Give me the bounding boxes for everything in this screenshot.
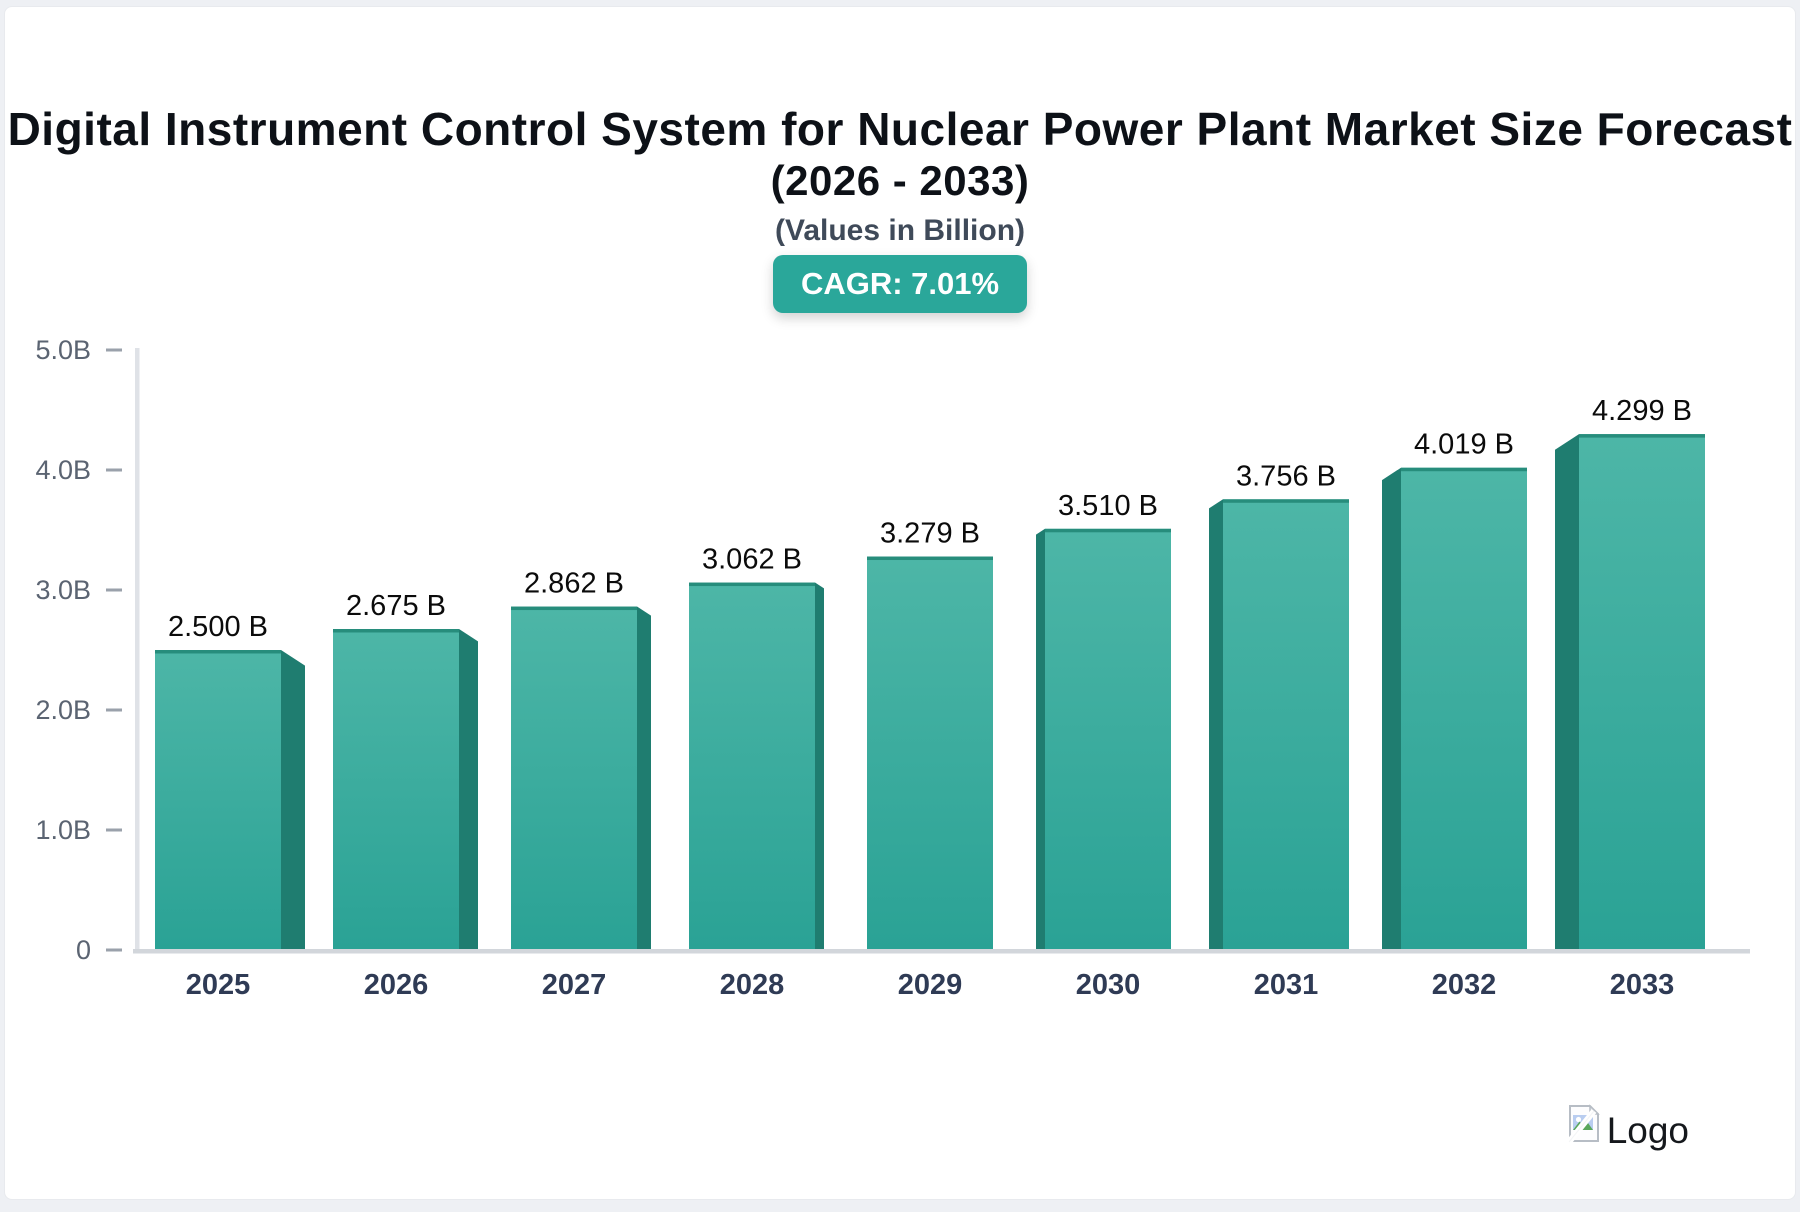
x-axis-label-2030: 2030 xyxy=(1076,969,1141,1001)
bar-value-label: 3.756 B xyxy=(1236,460,1336,492)
bar-value-label: 3.510 B xyxy=(1058,490,1158,522)
bar-2032[interactable] xyxy=(1401,467,1527,950)
bar-2029[interactable] xyxy=(867,556,993,950)
bar-2031[interactable] xyxy=(1223,499,1349,950)
bar-chart: 0 1.0B 2.0B 3.0B 4.0B 5.0B 2.500 B 2025 2.675 B 2… xyxy=(5,301,1800,1061)
chart-subtitle: (Values in Billion) xyxy=(774,214,1026,247)
bar-side-2033 xyxy=(1555,434,1579,950)
x-axis-label-2028: 2028 xyxy=(720,969,785,1001)
bar-value-label: 2.862 B xyxy=(524,568,624,600)
y-tick xyxy=(106,708,122,712)
bar-side-2025 xyxy=(281,650,305,950)
y-tick xyxy=(106,588,122,592)
bar-2028[interactable] xyxy=(689,582,815,950)
y-tick xyxy=(106,948,122,952)
y-tick-label: 0 xyxy=(76,935,91,965)
logo-text: Logo xyxy=(1606,1110,1689,1151)
bar-top-edge xyxy=(689,582,815,587)
y-tick xyxy=(106,468,122,472)
bar-2026[interactable] xyxy=(333,629,459,950)
bar-side-2032 xyxy=(1382,467,1401,950)
bar-top-edge xyxy=(1579,434,1705,438)
bar-2027[interactable] xyxy=(511,606,637,950)
logo: Logo xyxy=(1563,1102,1689,1151)
x-axis-label-2026: 2026 xyxy=(364,969,429,1001)
x-axis-label-2027: 2027 xyxy=(542,969,607,1001)
bar-top-edge xyxy=(867,556,993,561)
bar-value-label: 3.279 B xyxy=(880,518,980,550)
bar-side-2028 xyxy=(815,582,824,950)
y-tick-label: 2.0B xyxy=(35,695,91,725)
bar-side-2030 xyxy=(1036,528,1045,950)
chart-header: Digital Instrument Control System for Nu… xyxy=(5,7,1795,313)
bar-value-label: 4.299 B xyxy=(1592,395,1692,427)
bar-value-label: 2.675 B xyxy=(346,590,446,622)
y-tick-label: 5.0B xyxy=(35,335,91,365)
y-tick-label: 3.0B xyxy=(35,575,91,605)
bar-top-edge xyxy=(155,650,281,654)
x-axis-label-2032: 2032 xyxy=(1432,969,1497,1001)
bar-side-2031 xyxy=(1209,499,1223,950)
bar-top-edge xyxy=(1223,499,1349,503)
bar-value-label: 4.019 B xyxy=(1414,429,1514,461)
bar-top-edge xyxy=(1045,528,1171,533)
bar-top-edge xyxy=(333,629,459,633)
y-axis-line xyxy=(135,348,140,952)
x-axis-label-2025: 2025 xyxy=(186,969,251,1001)
chart-title-line2: (2026 - 2033) xyxy=(770,157,1030,204)
broken-image-icon xyxy=(1563,1102,1605,1151)
y-tick-label: 1.0B xyxy=(35,815,91,845)
cagr-badge: CAGR: 7.01% xyxy=(772,255,1028,313)
x-axis-label-2033: 2033 xyxy=(1610,969,1675,1001)
y-tick-label: 4.0B xyxy=(35,455,91,485)
bar-value-label: 2.500 B xyxy=(168,611,268,643)
y-tick xyxy=(106,348,122,352)
x-axis-label-2031: 2031 xyxy=(1254,969,1319,1001)
bar-chart-svg: 0 1.0B 2.0B 3.0B 4.0B 5.0B 2.500 B 2025 2.675 B 2… xyxy=(35,335,1750,1001)
chart-card: Digital Instrument Control System for Nu… xyxy=(4,6,1796,1200)
x-axis-line xyxy=(133,949,1750,954)
y-tick xyxy=(106,828,122,832)
bar-2033[interactable] xyxy=(1579,434,1705,950)
bar-2025[interactable] xyxy=(155,650,281,950)
bar-top-edge xyxy=(511,606,637,611)
chart-title-line1: Digital Instrument Control System for Nu… xyxy=(7,103,1793,155)
bar-2030[interactable] xyxy=(1045,528,1171,950)
bar-value-label: 3.062 B xyxy=(702,544,802,576)
bar-side-2027 xyxy=(637,606,651,950)
x-axis-label-2029: 2029 xyxy=(898,969,963,1001)
bar-side-2026 xyxy=(459,629,478,950)
bar-top-edge xyxy=(1401,467,1527,472)
